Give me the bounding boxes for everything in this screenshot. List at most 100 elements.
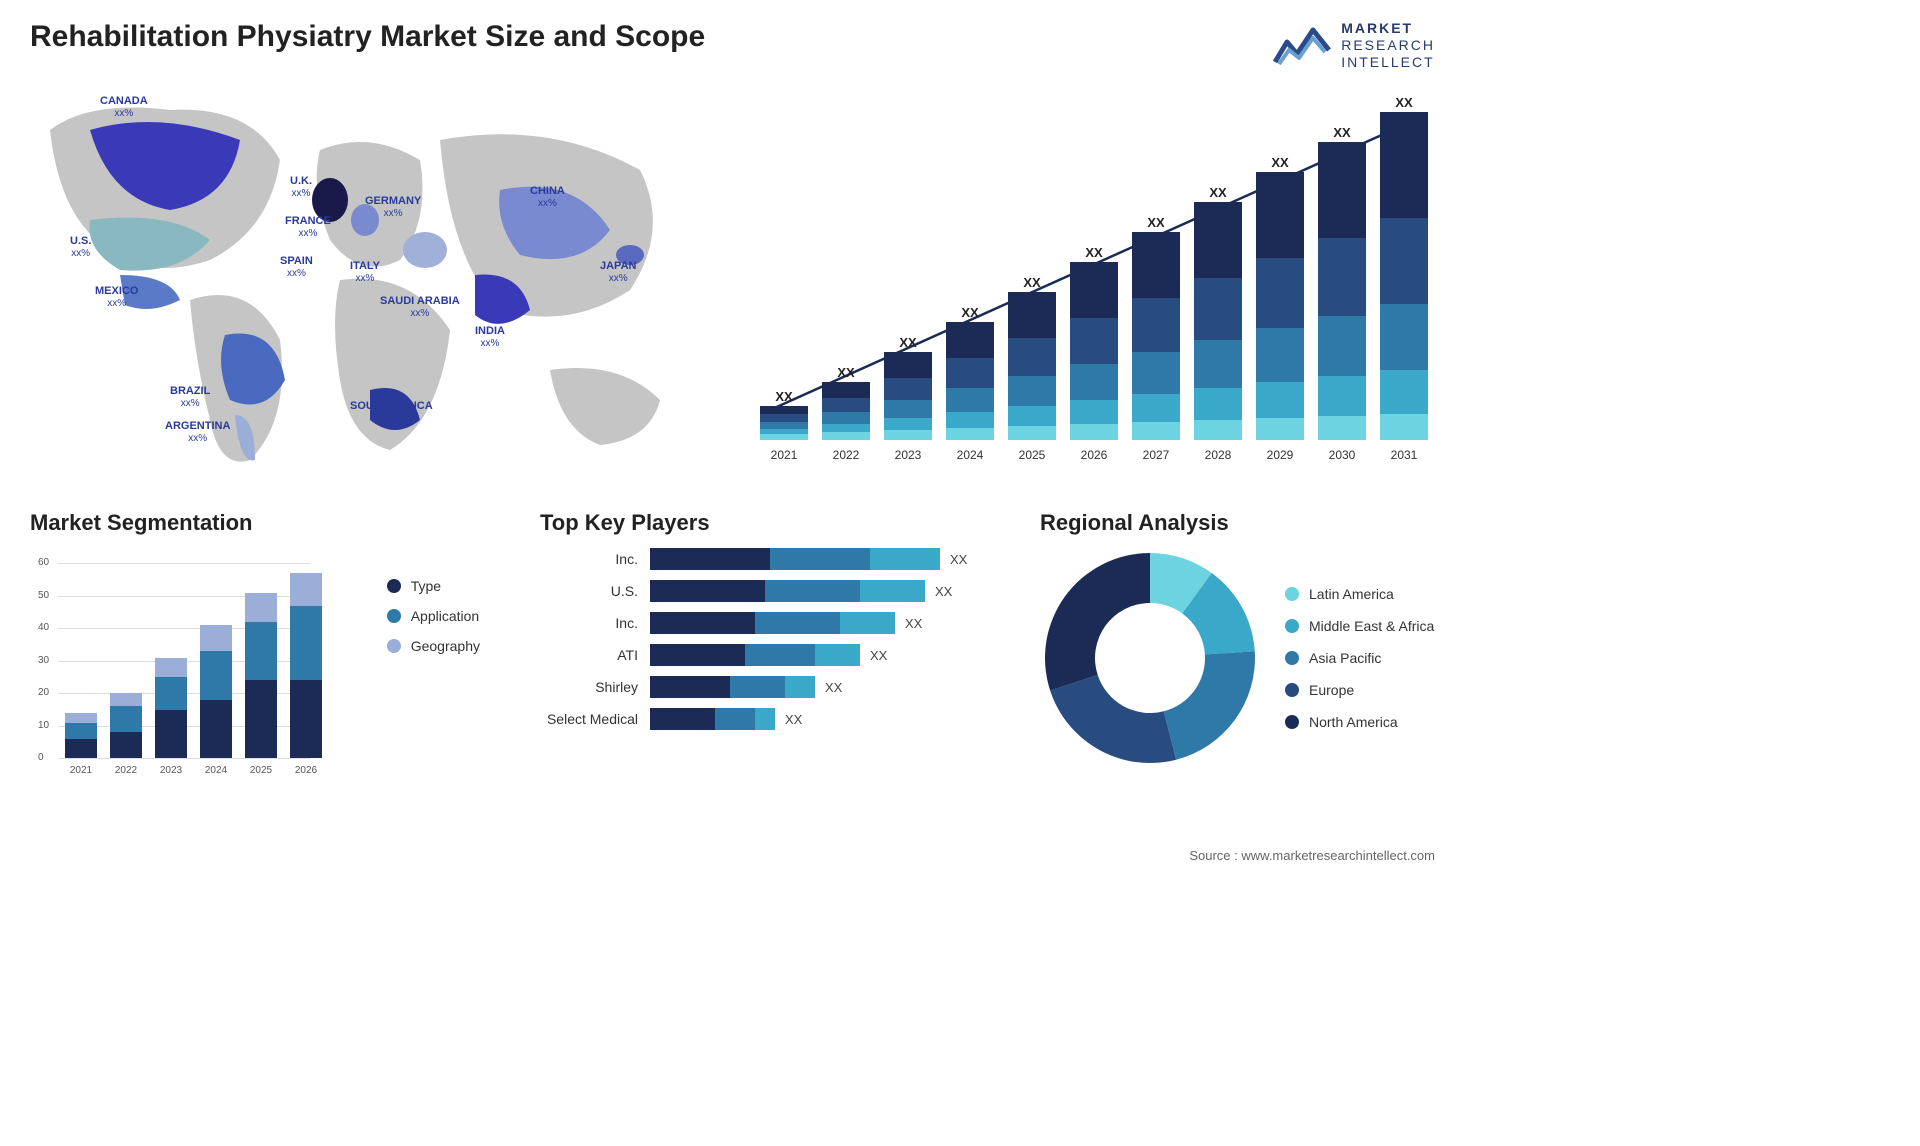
map-label: GERMANYxx% <box>365 195 421 219</box>
map-label: U.S.xx% <box>70 235 91 259</box>
map-label: ARGENTINAxx% <box>165 420 230 444</box>
donut-slice <box>1050 675 1176 763</box>
map-label: BRAZILxx% <box>170 385 210 409</box>
seg-bar <box>245 593 277 759</box>
segmentation-title: Market Segmentation <box>30 510 510 536</box>
logo-line1: MARKET <box>1341 20 1435 37</box>
source-citation: Source : www.marketresearchintellect.com <box>1189 848 1435 863</box>
regional-legend-item: Europe <box>1285 682 1434 698</box>
growth-value-label: XX <box>760 389 808 404</box>
player-row: Select MedicalXX <box>540 708 1010 730</box>
regional-legend-item: North America <box>1285 714 1434 730</box>
growth-bar <box>1070 262 1118 440</box>
player-row: Shirley XX <box>540 676 1010 698</box>
world-map: CANADAxx%U.S.xx%MEXICOxx%BRAZILxx%ARGENT… <box>30 80 720 480</box>
growth-year-label: 2027 <box>1132 448 1180 462</box>
growth-year-label: 2029 <box>1256 448 1304 462</box>
seg-year-label: 2024 <box>200 765 232 776</box>
players-list: Inc.XXU.S.XXInc.XXATIXXShirleyXXSelect M… <box>540 548 1010 730</box>
seg-y-tick: 20 <box>38 687 49 698</box>
player-bar <box>650 644 860 666</box>
seg-legend-item: Geography <box>387 638 480 654</box>
player-bar <box>650 612 895 634</box>
map-label: SAUDI ARABIAxx% <box>380 295 460 319</box>
growth-year-label: 2026 <box>1070 448 1118 462</box>
player-value: XX <box>935 584 952 599</box>
growth-value-label: XX <box>1008 275 1056 290</box>
player-value: XX <box>825 680 842 695</box>
growth-bar <box>760 406 808 440</box>
player-name: U.S. <box>540 583 650 599</box>
map-label: SOUTH AFRICAxx% <box>350 400 433 424</box>
segmentation-chart: 0102030405060 202120222023202420252026 T… <box>30 548 490 778</box>
seg-y-tick: 60 <box>38 557 49 568</box>
growth-year-label: 2021 <box>760 448 808 462</box>
growth-bar <box>946 322 994 440</box>
growth-bar <box>1256 172 1304 440</box>
growth-year-label: 2024 <box>946 448 994 462</box>
map-label: SPAINxx% <box>280 255 313 279</box>
segmentation-legend: Type Application Geography <box>387 578 480 654</box>
map-label: FRANCExx% <box>285 215 331 239</box>
player-bar <box>650 548 940 570</box>
seg-y-tick: 40 <box>38 622 49 633</box>
map-label: U.K.xx% <box>290 175 312 199</box>
seg-year-label: 2022 <box>110 765 142 776</box>
map-label: ITALYxx% <box>350 260 380 284</box>
seg-year-label: 2025 <box>245 765 277 776</box>
logo-line3: INTELLECT <box>1341 54 1435 71</box>
seg-bar <box>290 573 322 758</box>
logo-line2: RESEARCH <box>1341 37 1435 54</box>
seg-legend-item: Type <box>387 578 480 594</box>
player-row: U.S. XX <box>540 580 1010 602</box>
page-title: Rehabilitation Physiatry Market Size and… <box>30 20 705 54</box>
growth-year-label: 2023 <box>884 448 932 462</box>
player-bar <box>650 708 775 730</box>
player-value: XX <box>905 616 922 631</box>
map-label: JAPANxx% <box>600 260 636 284</box>
map-label: INDIAxx% <box>475 325 505 349</box>
regional-donut <box>1040 548 1260 768</box>
seg-legend-item: Application <box>387 608 480 624</box>
growth-year-label: 2022 <box>822 448 870 462</box>
growth-year-label: 2028 <box>1194 448 1242 462</box>
growth-value-label: XX <box>1132 215 1180 230</box>
growth-value-label: XX <box>822 365 870 380</box>
regional-title: Regional Analysis <box>1040 510 1510 536</box>
growth-bar <box>1008 292 1056 440</box>
player-value: XX <box>870 648 887 663</box>
growth-bar <box>1194 202 1242 440</box>
players-title: Top Key Players <box>540 510 1010 536</box>
player-name: ATI <box>540 647 650 663</box>
growth-bar <box>884 352 932 440</box>
donut-slice <box>1164 652 1255 760</box>
map-label: CANADAxx% <box>100 95 148 119</box>
seg-y-tick: 30 <box>38 655 49 666</box>
regional-legend-item: Asia Pacific <box>1285 650 1434 666</box>
growth-value-label: XX <box>1380 95 1428 110</box>
player-row: Inc. XX <box>540 612 1010 634</box>
player-name: Shirley <box>540 679 650 695</box>
logo-icon <box>1273 24 1333 66</box>
player-value: XX <box>785 712 802 727</box>
seg-year-label: 2023 <box>155 765 187 776</box>
regional-legend-item: Middle East & Africa <box>1285 618 1434 634</box>
growth-year-label: 2031 <box>1380 448 1428 462</box>
regional-legend: Latin America Middle East & Africa Asia Pa… <box>1285 586 1434 730</box>
seg-y-tick: 10 <box>38 720 49 731</box>
growth-bar <box>1318 142 1366 440</box>
player-name: Inc. <box>540 615 650 631</box>
growth-bar <box>822 382 870 440</box>
player-row: ATI XX <box>540 644 1010 666</box>
growth-year-label: 2030 <box>1318 448 1366 462</box>
growth-bar <box>1132 232 1180 440</box>
growth-value-label: XX <box>1318 125 1366 140</box>
growth-bar <box>1380 112 1428 440</box>
player-value: XX <box>950 552 967 567</box>
player-row: Inc.XX <box>540 548 1010 570</box>
regional-legend-item: Latin America <box>1285 586 1434 602</box>
growth-value-label: XX <box>946 305 994 320</box>
seg-year-label: 2021 <box>65 765 97 776</box>
map-label: CHINAxx% <box>530 185 565 209</box>
seg-year-label: 2026 <box>290 765 322 776</box>
